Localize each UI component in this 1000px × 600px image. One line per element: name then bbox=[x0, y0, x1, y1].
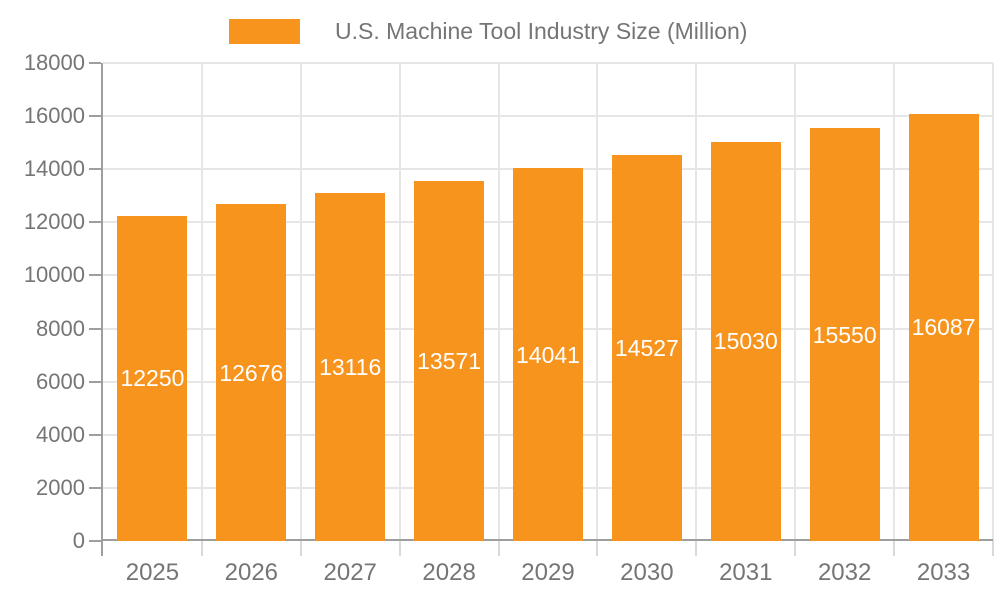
v-gridline bbox=[596, 63, 599, 541]
y-tick-label: 2000 bbox=[36, 474, 85, 500]
y-tick bbox=[89, 540, 101, 542]
bar: 13116 bbox=[315, 192, 386, 541]
y-axis-line bbox=[101, 63, 103, 556]
y-tick bbox=[89, 168, 101, 171]
v-gridline bbox=[398, 63, 401, 541]
bar-value-label: 13571 bbox=[417, 347, 482, 374]
bar-value-label: 13116 bbox=[319, 353, 382, 380]
v-gridline bbox=[497, 63, 500, 541]
y-tick-label: 18000 bbox=[23, 50, 85, 75]
y-tick-label: 0 bbox=[72, 528, 85, 553]
v-gridline bbox=[299, 63, 302, 541]
x-tick-label: 2030 bbox=[620, 559, 674, 586]
x-tick bbox=[992, 541, 994, 556]
y-tick bbox=[89, 486, 101, 489]
y-tick bbox=[89, 274, 101, 277]
y-tick-label: 4000 bbox=[36, 421, 85, 447]
x-tick-label: 2031 bbox=[719, 559, 773, 586]
x-tick-label: 2032 bbox=[817, 559, 872, 586]
x-tick-label: 2028 bbox=[422, 559, 476, 586]
y-tick bbox=[89, 380, 101, 383]
bar: 14041 bbox=[513, 168, 583, 541]
bar: 12676 bbox=[216, 204, 287, 541]
y-tick-label: 8000 bbox=[36, 315, 85, 341]
y-tick bbox=[89, 327, 101, 330]
v-gridline bbox=[893, 63, 896, 541]
h-gridline bbox=[103, 115, 993, 118]
v-gridline bbox=[200, 63, 203, 541]
x-tick bbox=[695, 541, 698, 556]
bar-value-label: 16087 bbox=[911, 314, 976, 341]
bar: 12250 bbox=[117, 215, 188, 541]
y-tick bbox=[89, 62, 101, 64]
x-tick bbox=[893, 541, 896, 556]
x-tick bbox=[794, 541, 797, 556]
x-tick-label: 2033 bbox=[916, 559, 971, 586]
bar-value-label: 12676 bbox=[219, 359, 284, 386]
x-tick-label: 2025 bbox=[125, 559, 180, 586]
y-tick-label: 6000 bbox=[36, 368, 85, 394]
x-tick-label: 2026 bbox=[224, 559, 279, 586]
bar: 16087 bbox=[908, 113, 979, 541]
x-tick bbox=[398, 541, 401, 556]
bar-value-label: 14527 bbox=[614, 335, 679, 362]
x-tick bbox=[200, 541, 203, 556]
bar-value-label: 14041 bbox=[516, 341, 580, 368]
legend-label: U.S. Machine Tool Industry Size (Million… bbox=[335, 18, 748, 44]
v-gridline bbox=[992, 63, 994, 541]
x-tick-label: 2027 bbox=[323, 559, 377, 586]
v-gridline bbox=[794, 63, 797, 541]
bar: 13571 bbox=[414, 180, 485, 541]
y-tick-label: 10000 bbox=[23, 262, 85, 288]
y-tick bbox=[89, 433, 101, 436]
bar-value-label: 15550 bbox=[812, 321, 877, 348]
y-tick-label: 16000 bbox=[23, 103, 85, 129]
x-tick bbox=[299, 541, 302, 556]
bar: 15550 bbox=[809, 128, 880, 541]
bar-value-label: 12250 bbox=[120, 365, 185, 392]
legend-swatch bbox=[229, 19, 300, 44]
bar-value-label: 15030 bbox=[713, 328, 778, 355]
bar: 15030 bbox=[710, 141, 781, 541]
x-tick bbox=[497, 541, 500, 556]
v-gridline bbox=[695, 63, 698, 541]
y-tick bbox=[89, 221, 101, 224]
x-tick bbox=[596, 541, 599, 556]
bar: 14527 bbox=[611, 155, 682, 541]
y-tick-label: 12000 bbox=[23, 209, 85, 235]
y-tick bbox=[89, 115, 101, 118]
y-tick-label: 14000 bbox=[23, 156, 85, 182]
h-gridline bbox=[103, 62, 993, 64]
legend: U.S. Machine Tool Industry Size (Million… bbox=[229, 19, 747, 44]
x-tick-label: 2029 bbox=[521, 559, 575, 586]
